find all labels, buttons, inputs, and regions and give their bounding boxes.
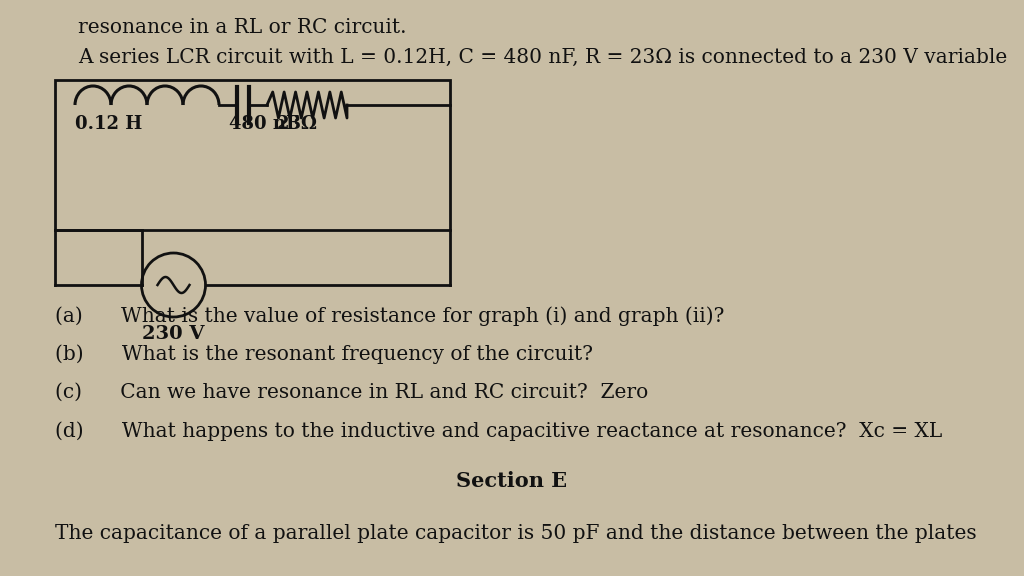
Text: (a)      What is the value of resistance for graph (i) and graph (ii)?: (a) What is the value of resistance for … <box>55 306 724 325</box>
Text: resonance in a RL or RC circuit.: resonance in a RL or RC circuit. <box>78 18 407 37</box>
Text: 0.12 H: 0.12 H <box>75 115 142 133</box>
Bar <box>55 80 450 230</box>
Text: The capacitance of a parallel plate capacitor is 50 pF and the distance between : The capacitance of a parallel plate capa… <box>55 524 977 543</box>
Text: 230 V: 230 V <box>142 325 205 343</box>
Text: Section E: Section E <box>457 471 567 491</box>
Text: 23Ω: 23Ω <box>278 115 317 133</box>
Text: (c)      Can we have resonance in RL and RC circuit?  Zero: (c) Can we have resonance in RL and RC c… <box>55 383 648 402</box>
Text: A series LCR circuit with L = 0.12H, C = 480 nF, R = 23Ω is connected to a 230 V: A series LCR circuit with L = 0.12H, C =… <box>78 48 1008 67</box>
Text: 480 nF: 480 nF <box>229 115 299 133</box>
Text: (b)      What is the resonant frequency of the circuit?: (b) What is the resonant frequency of th… <box>55 344 593 363</box>
Text: (d)      What happens to the inductive and capacitive reactance at resonance?  X: (d) What happens to the inductive and ca… <box>55 421 942 441</box>
